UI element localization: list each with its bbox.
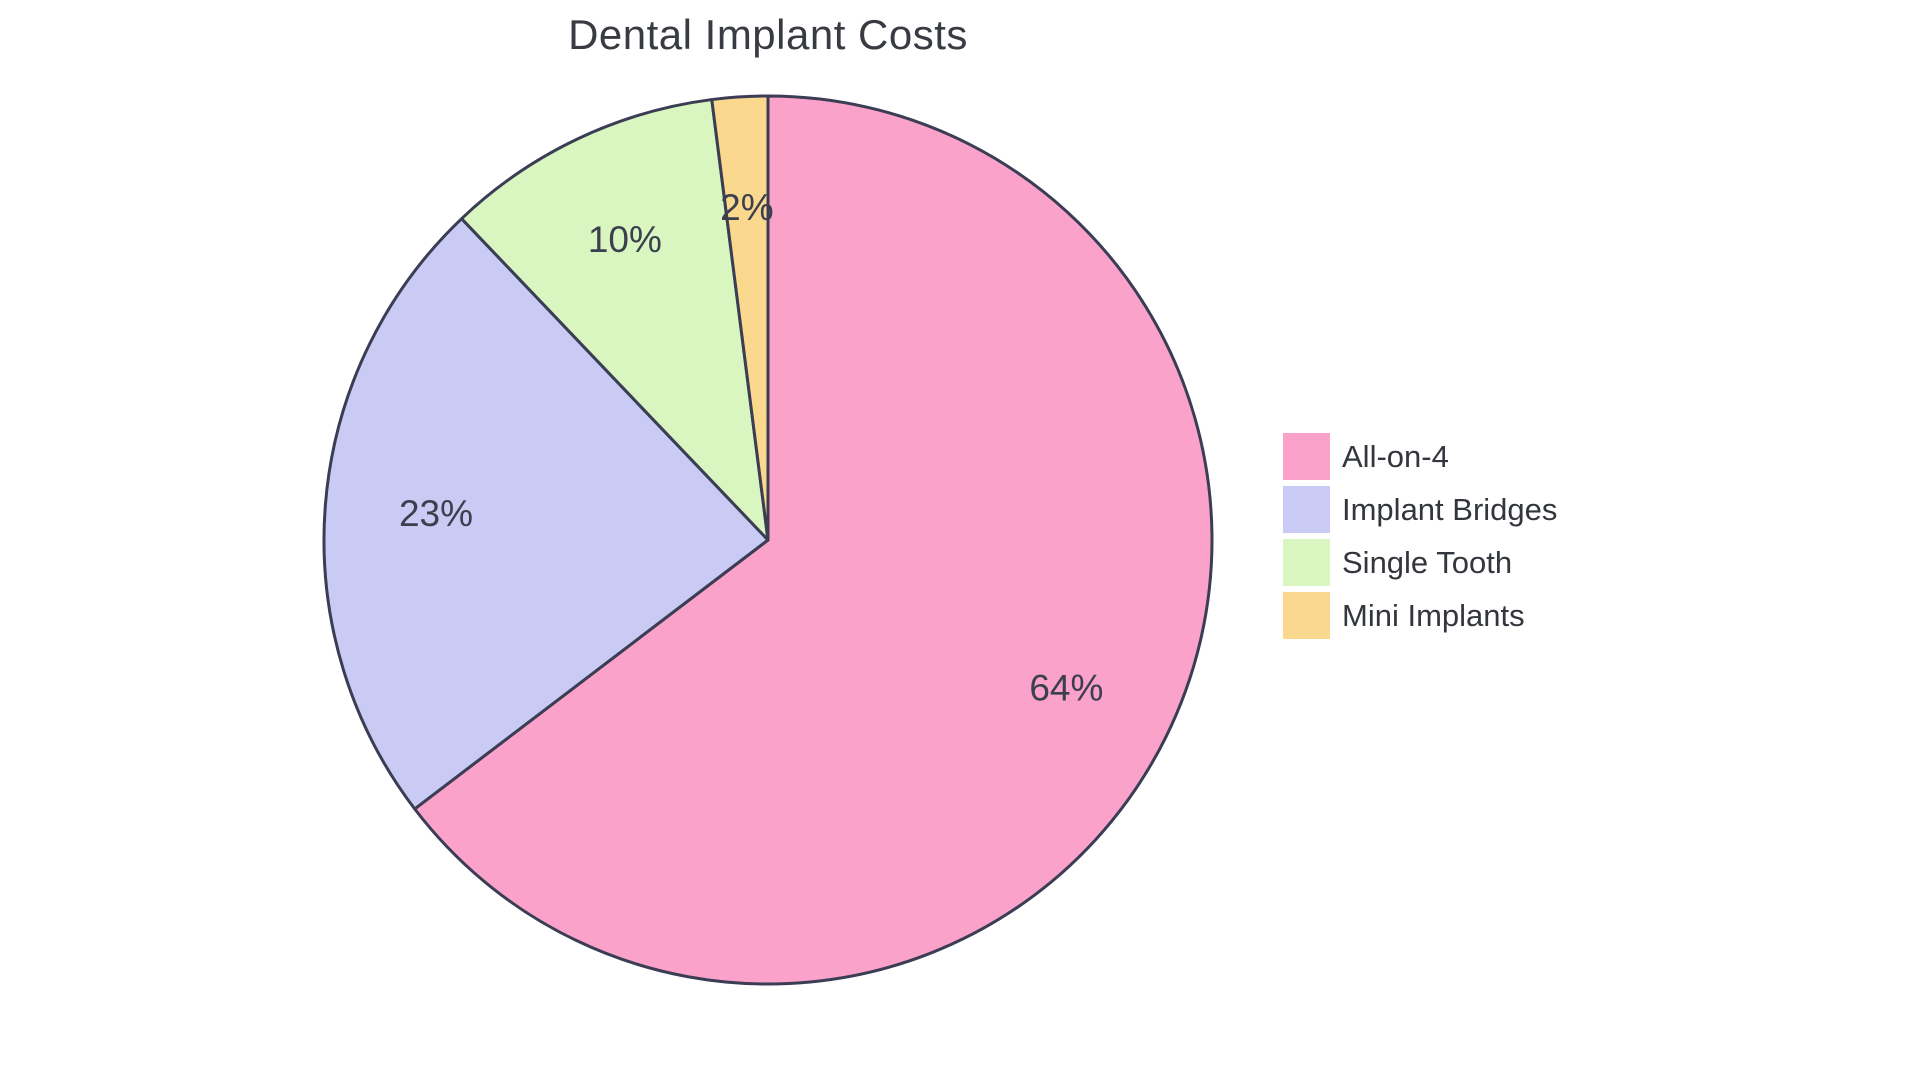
legend-label: Mini Implants — [1342, 597, 1525, 633]
pie-slice-all-on-4 — [413, 94, 1214, 986]
legend-swatch — [1283, 486, 1330, 533]
legend-item: Mini Implants — [1283, 592, 1557, 639]
legend-item: All-on-4 — [1283, 433, 1557, 480]
pie-percent-label-all-on-4: 64% — [1029, 667, 1103, 708]
legend-swatch — [1283, 539, 1330, 586]
pie-percent-label-mini-implants: 2% — [720, 187, 773, 228]
legend-item: Implant Bridges — [1283, 486, 1557, 533]
pie-slice-mini-implants — [710, 94, 770, 542]
legend: All-on-4 Implant Bridges Single Tooth Mi… — [1283, 433, 1557, 639]
legend-label: Implant Bridges — [1342, 491, 1558, 527]
legend-swatch — [1283, 433, 1330, 480]
pie-slice-single-tooth — [460, 98, 770, 542]
legend-label: All-on-4 — [1342, 438, 1449, 474]
chart-title: Dental Implant Costs — [568, 11, 968, 58]
legend-label: Single Tooth — [1342, 544, 1513, 580]
legend-swatch — [1283, 592, 1330, 639]
legend-item: Single Tooth — [1283, 539, 1557, 586]
pie-slice-implant-bridges — [322, 217, 770, 811]
pie-percent-label-implant-bridges: 23% — [399, 493, 473, 534]
pie-percent-label-single-tooth: 10% — [588, 219, 662, 260]
